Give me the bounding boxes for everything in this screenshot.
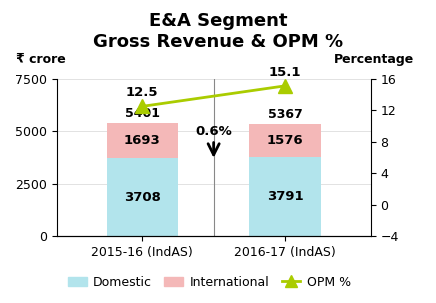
Text: ₹ crore: ₹ crore — [16, 53, 66, 66]
Bar — [249, 157, 320, 236]
Bar — [107, 123, 178, 158]
Text: 1693: 1693 — [124, 134, 161, 147]
Text: 5367: 5367 — [268, 108, 302, 121]
Text: 5401: 5401 — [125, 107, 160, 120]
Text: 1576: 1576 — [267, 134, 303, 147]
Text: 12.5: 12.5 — [126, 86, 159, 99]
Text: 0.6%: 0.6% — [195, 125, 232, 138]
Bar — [107, 158, 178, 236]
Bar — [249, 124, 320, 157]
Legend: Domestic, International, OPM %: Domestic, International, OPM % — [63, 271, 356, 294]
Text: 15.1: 15.1 — [269, 66, 301, 79]
Text: 3708: 3708 — [124, 191, 161, 204]
Text: 3791: 3791 — [267, 190, 303, 203]
Text: E&A Segment
Gross Revenue & OPM %: E&A Segment Gross Revenue & OPM % — [93, 12, 343, 51]
Text: Percentage: Percentage — [334, 53, 415, 66]
